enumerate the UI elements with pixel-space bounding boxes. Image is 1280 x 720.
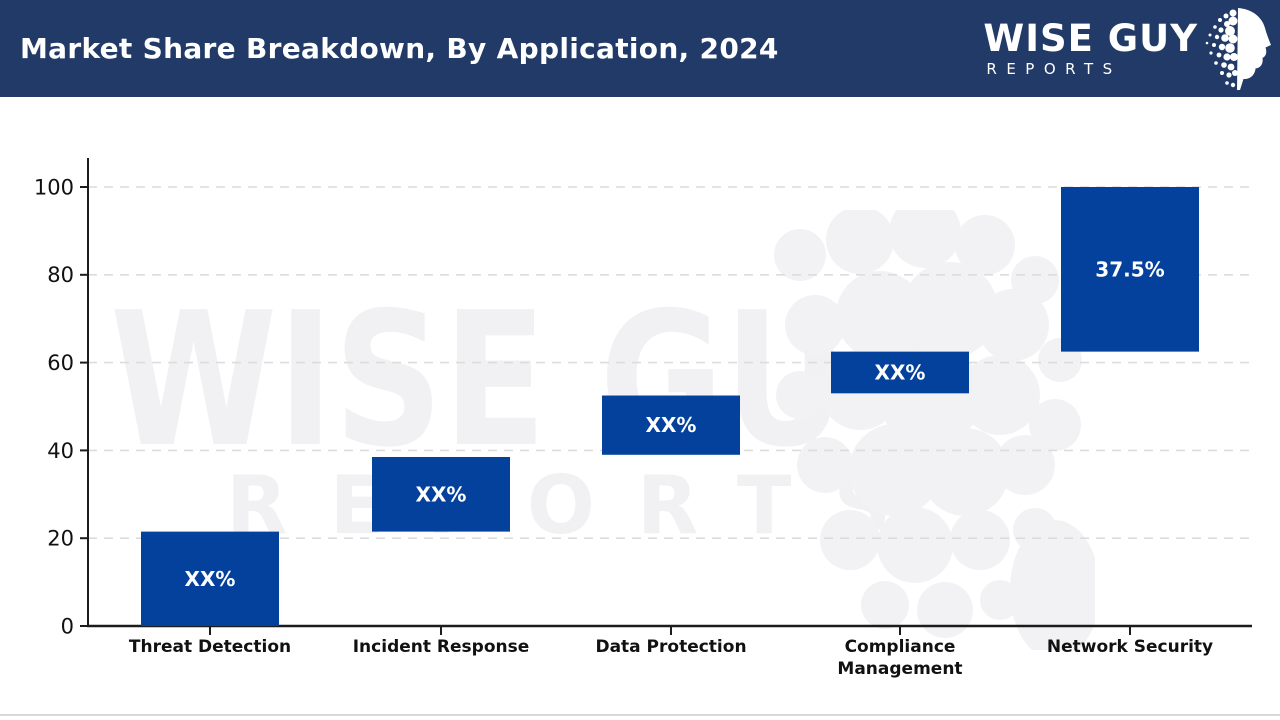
x-category-label: Incident Response (353, 637, 530, 657)
x-category-label: Compliance (845, 637, 956, 657)
y-tick-label: 40 (47, 439, 74, 463)
bar-label-incident-response: XX% (416, 482, 467, 506)
logo-subtitle: REPORTS (986, 59, 1122, 78)
bar-network-security (1061, 187, 1199, 352)
y-tick-label: 0 (61, 614, 74, 638)
page-title: Market Share Breakdown, By Application, … (20, 32, 779, 65)
bar-label-network-security: 37.5% (1095, 257, 1164, 281)
x-category-label: Threat Detection (129, 637, 291, 657)
bar-incident-response (372, 456, 510, 532)
y-tick-label: 100 (34, 175, 74, 199)
logo-wordmark: WISE GUY REPORTS (983, 20, 1198, 78)
logo-head-icon (1205, 7, 1271, 90)
bottom-divider (0, 714, 1280, 716)
x-category-label: Data Protection (595, 637, 746, 657)
y-tick-label: 20 (47, 527, 74, 551)
bar-label-threat-detection: XX% (185, 567, 236, 591)
x-category-label: Management (837, 659, 962, 679)
logo-name: WISE GUY (983, 16, 1198, 60)
bar-data-protection (602, 395, 740, 455)
header-band: Market Share Breakdown, By Application, … (0, 0, 1280, 97)
brand-logo: WISE GUY REPORTS (983, 7, 1280, 91)
bar-threat-detection (141, 531, 279, 626)
y-tick-label: 60 (47, 351, 74, 375)
bar-label-data-protection: XX% (646, 413, 697, 437)
x-category-label: Network Security (1047, 637, 1213, 657)
bar-label-compliance-management: XX% (875, 360, 926, 384)
y-tick-label: 80 (47, 263, 74, 287)
